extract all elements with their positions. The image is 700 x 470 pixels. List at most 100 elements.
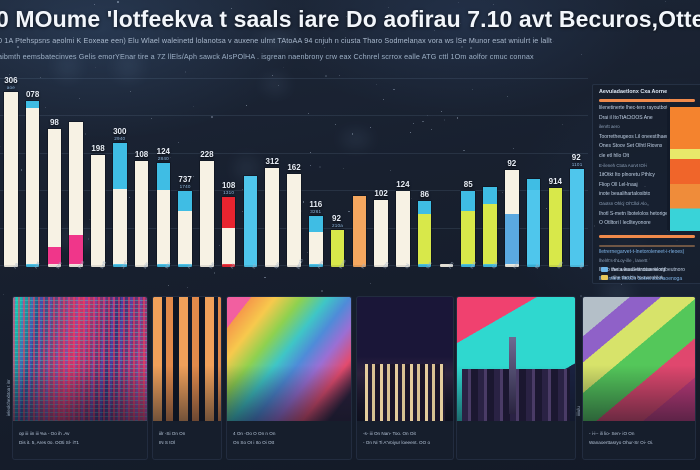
star-dot bbox=[319, 166, 322, 168]
side-info-panel[interactable]: Aevuladaetlonx Cxa Aorne lilenetinerte l… bbox=[592, 84, 700, 284]
chart-bar[interactable]: 124 bbox=[396, 180, 410, 265]
header-subtitle-line-1: 0 1A Ptehspsns aeolmi K Eoxeae een) Elu … bbox=[0, 36, 553, 45]
star-dot bbox=[471, 88, 474, 91]
bar-value-label: 124 2840 bbox=[156, 147, 171, 162]
bar-segment-base-cream bbox=[265, 168, 279, 265]
chart-bar[interactable]: 124 2840 bbox=[156, 147, 171, 265]
thumbnail-image[interactable] bbox=[357, 297, 453, 421]
chart-bar[interactable]: 85 bbox=[461, 180, 475, 265]
star-dot bbox=[427, 115, 428, 116]
chart-bar[interactable]: 306 aoe bbox=[4, 76, 18, 265]
star-dot bbox=[283, 67, 285, 68]
star-dot bbox=[177, 142, 178, 143]
star-dot bbox=[310, 151, 311, 153]
star-dot bbox=[388, 7, 390, 9]
star-dot bbox=[410, 198, 412, 200]
rainbow-paint-thumbnail[interactable]: 4 On -Oo O On n On On So OI i Ito Oi Ott bbox=[226, 296, 352, 460]
chart-bar[interactable]: 86 bbox=[417, 190, 432, 265]
star-dot bbox=[118, 11, 119, 12]
page-title: 0 MOume 'lotfeekva t saals iare Do aofir… bbox=[0, 6, 700, 32]
chart-bar[interactable]: 300 2940 bbox=[113, 127, 127, 265]
thumbnail-caption-line: On So OI i Ito Oi Ott bbox=[233, 440, 275, 445]
star-dot bbox=[351, 133, 354, 135]
chart-bar[interactable]: 98 bbox=[47, 118, 62, 265]
chart-bar[interactable]: 108 1310 bbox=[221, 181, 236, 265]
bar-segment-lime bbox=[548, 187, 563, 265]
chart-bar[interactable] bbox=[483, 186, 497, 265]
chart-bar[interactable]: 078 bbox=[25, 90, 40, 265]
thumbnail-caption-line: -s- iii On Nan- Too. On Oit bbox=[363, 431, 416, 436]
x-axis-color-cap bbox=[330, 264, 345, 267]
tower-decoration bbox=[508, 336, 516, 414]
star-dot bbox=[17, 46, 19, 48]
star-dot bbox=[422, 120, 424, 122]
chart-bar[interactable]: 737 1740 bbox=[178, 175, 192, 265]
star-dot bbox=[184, 71, 187, 73]
header: 0 MOume 'lotfeekva t saals iare Do aofir… bbox=[0, 0, 700, 74]
star-dot bbox=[271, 74, 273, 76]
side-panel-line: lhelrlt's-thLoy-ille , lanertt bbox=[599, 258, 648, 263]
star-dot bbox=[300, 210, 302, 212]
star-dot bbox=[665, 0, 666, 2]
star-dot bbox=[9, 73, 10, 75]
chart-bar[interactable]: 914 bbox=[548, 177, 563, 265]
chart-bar[interactable]: 116 3261 bbox=[309, 200, 323, 265]
bar-value-label: 300 2940 bbox=[113, 127, 127, 142]
star-dot bbox=[369, 282, 371, 284]
chart-bar[interactable]: 102 bbox=[374, 189, 388, 265]
side-panel-line: Drai il ItoTtACtOOS Ane bbox=[599, 114, 653, 121]
star-dot bbox=[0, 146, 2, 148]
chart-plot-area[interactable]: 306 aoe 078 98 198 300 2940 108 124 2840 737 1740 22… bbox=[0, 76, 588, 265]
stacked-bar-chart[interactable]: 306 aoe 078 98 198 300 2940 108 124 2840 737 1740 22… bbox=[0, 76, 588, 290]
x-axis-color-cap bbox=[570, 264, 584, 267]
bar-segment-cyan-top bbox=[526, 178, 541, 191]
thumbnail-strip[interactable]: ieleolchexbtoa t inr op iii iin iii %a - … bbox=[0, 296, 700, 470]
nebula-wisp bbox=[49, 47, 86, 87]
chart-bar[interactable]: 92 1101 bbox=[570, 153, 584, 265]
chart-bar[interactable]: 198 bbox=[91, 144, 105, 265]
thumbnail-image[interactable] bbox=[457, 297, 575, 421]
bar-value-label: 108 1310 bbox=[221, 181, 236, 196]
star-dot bbox=[561, 123, 563, 125]
star-dot bbox=[93, 3, 96, 6]
code-heatmap-thumbnail[interactable]: op iii iin iii %a - Oo ih .Av Dis it. 5, … bbox=[12, 296, 148, 460]
thumbnail-image[interactable] bbox=[227, 297, 351, 421]
teal-skyline-thumbnail[interactable] bbox=[456, 296, 576, 460]
chart-bar[interactable]: 162 bbox=[287, 163, 301, 265]
star-dot bbox=[87, 238, 90, 240]
star-dot bbox=[169, 156, 172, 158]
chart-bar[interactable] bbox=[352, 196, 367, 265]
thumbnail-caption: -s- iii On Nan- Too. On Oit - On Ni Ti A'… bbox=[357, 427, 453, 457]
star-dot bbox=[211, 115, 213, 118]
bar-segment-base-cream bbox=[25, 108, 40, 265]
star-dot bbox=[89, 218, 91, 221]
chart-bar[interactable]: 312 bbox=[265, 157, 279, 265]
chart-bar[interactable] bbox=[69, 122, 83, 265]
thumbnail-image[interactable] bbox=[13, 297, 147, 421]
chart-bar[interactable] bbox=[526, 178, 541, 265]
legend-swatch bbox=[601, 275, 608, 280]
chart-bar[interactable]: 228 bbox=[200, 150, 214, 265]
x-axis-color-cap bbox=[200, 264, 214, 267]
star-dot bbox=[460, 23, 462, 25]
night-city-thumbnail[interactable]: -s- iii On Nan- Too. On Oit - On Ni Ti A'… bbox=[356, 296, 454, 460]
color-flag-thumbnail[interactable]: - i-i-- ili lio- Sen- iO On Wanaoerttasry… bbox=[582, 296, 696, 460]
thumbnail-side-label: ieleolchexbtoa t inr bbox=[6, 379, 11, 416]
x-axis-color-cap bbox=[287, 264, 301, 267]
chart-bar[interactable] bbox=[243, 176, 258, 265]
side-panel-line: lilenetinerte lhec-tero rayoutboth bbox=[599, 105, 667, 111]
skyline-decoration bbox=[461, 368, 571, 421]
star-dot bbox=[441, 111, 443, 112]
thumbnail-caption-line: op iii iin iii %a - Oo ih .Av bbox=[19, 431, 70, 436]
thumbnail-caption: iilr -Si On On IN S tOl bbox=[153, 427, 221, 457]
bar-segment-cyan-top bbox=[417, 200, 432, 214]
chart-bar[interactable]: 108 bbox=[134, 150, 149, 265]
star-dot bbox=[433, 29, 435, 31]
chart-bar[interactable]: 92 bbox=[505, 159, 519, 265]
star-dot bbox=[443, 118, 446, 121]
side-panel-preview-image[interactable] bbox=[667, 107, 700, 231]
orange-bars-thumbnail[interactable]: iilr -Si On On IN S tOl bbox=[152, 296, 222, 460]
chart-bar[interactable]: 92 210a bbox=[330, 214, 345, 265]
thumbnail-image[interactable] bbox=[153, 297, 221, 421]
thumbnail-image[interactable] bbox=[583, 297, 695, 421]
